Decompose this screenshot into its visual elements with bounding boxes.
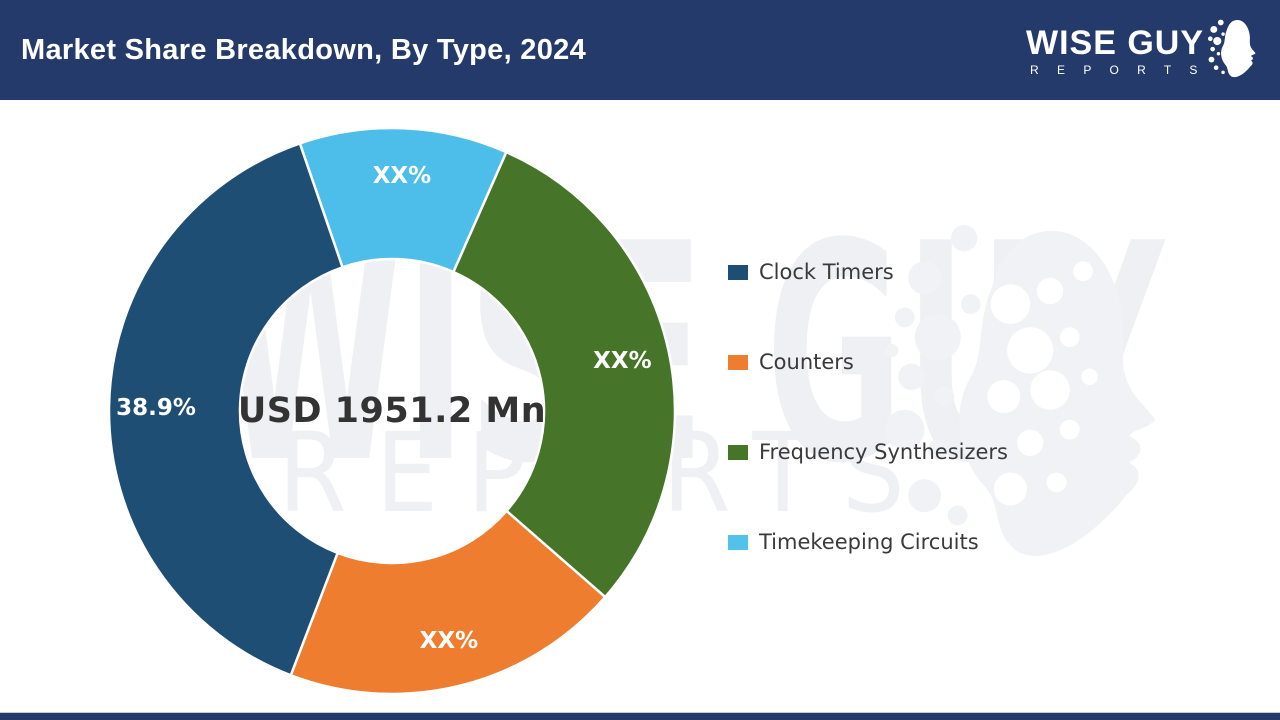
legend-label: Counters (759, 350, 854, 374)
segment-label-frequency-synthesizers: XX% (593, 348, 652, 374)
donut-segment-counters (289, 509, 607, 696)
donut-chart: XX% XX% XX% 38.9% (107, 126, 677, 696)
legend-item-counters: Counters (728, 347, 1008, 377)
legend-item-timekeeping-circuits: Timekeeping Circuits (728, 527, 1008, 557)
legend-swatch-icon (728, 444, 748, 460)
segment-label-timekeeping-circuits: XX% (373, 163, 432, 189)
chart-legend: Clock Timers Counters Frequency Synthesize… (728, 257, 1008, 617)
page-title: Market Share Breakdown, By Type, 2024 (21, 33, 587, 66)
watermark-face-icon (885, 225, 1156, 556)
header-bar: Market Share Breakdown, By Type, 2024 WI… (0, 0, 1280, 100)
brand-logo: WISE GUY R E P O R T S (1026, 0, 1266, 100)
logo-wordmark: WISE GUY (1026, 24, 1205, 62)
donut-segment-clock-timers (107, 142, 344, 677)
donut-segment-frequency-synthesizers (452, 150, 677, 599)
legend-swatch-icon (728, 264, 748, 280)
chart-center-value: USD 1951.2 Mn (237, 391, 547, 431)
legend-label: Frequency Synthesizers (759, 440, 1008, 464)
footer-bar (0, 712, 1280, 720)
legend-swatch-icon (728, 534, 748, 550)
legend-label: Timekeeping Circuits (759, 530, 979, 554)
legend-item-frequency-synthesizers: Frequency Synthesizers (728, 437, 1008, 467)
legend-label: Clock Timers (759, 260, 894, 284)
legend-item-clock-timers: Clock Timers (728, 257, 1008, 287)
segment-label-counters: XX% (420, 628, 479, 654)
logo-subtitle: R E P O R T S (1030, 63, 1205, 77)
logo-face-icon (1208, 19, 1256, 78)
segment-label-clock-timers: 38.9% (116, 395, 196, 421)
legend-swatch-icon (728, 354, 748, 370)
